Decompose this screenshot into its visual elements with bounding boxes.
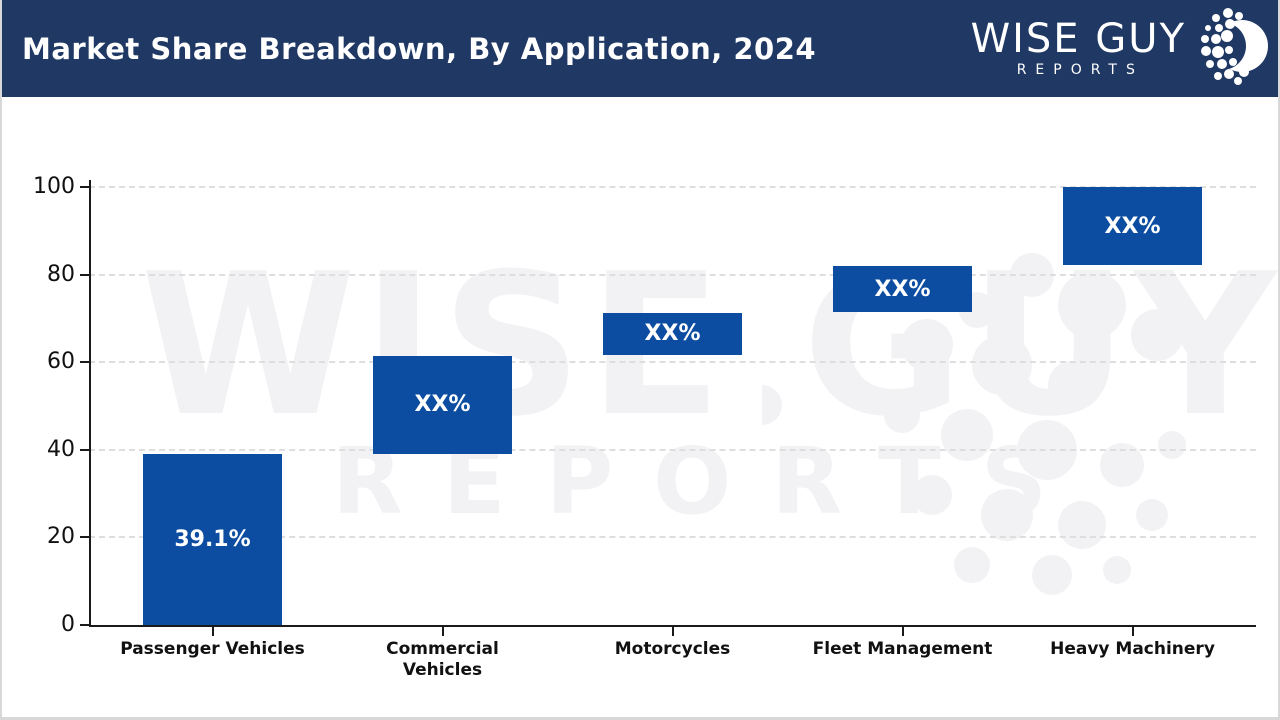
bar-motorcycles: XX% — [603, 312, 742, 356]
y-tick-label-100: 100 — [33, 174, 75, 199]
y-tick-label-0: 0 — [61, 612, 75, 637]
x-tick-0 — [211, 627, 214, 636]
bar-heavy-machinery: XX% — [1063, 187, 1202, 266]
x-tick-3 — [901, 627, 904, 636]
y-axis-spine — [89, 180, 91, 627]
bar-value-label: 39.1% — [174, 526, 251, 552]
x-tick-2 — [671, 627, 674, 636]
bar-value-label: XX% — [414, 392, 471, 418]
x-category-label: Fleet Management — [812, 639, 993, 659]
gridline-100 — [89, 186, 1256, 188]
x-axis-spine — [89, 625, 1256, 627]
wiseguy-head-icon — [1198, 7, 1268, 85]
y-tick-label-40: 40 — [47, 436, 75, 462]
logo-brand-name: WISE GUY — [970, 16, 1186, 62]
page-title: Market Share Breakdown, By Application, … — [22, 31, 817, 66]
x-tick-4 — [1131, 627, 1134, 636]
y-tick-label-60: 60 — [47, 349, 75, 375]
wiseguy-logo: WISE GUY REPORTS — [971, 6, 1268, 92]
y-tick-20 — [80, 536, 89, 539]
gridline-20 — [89, 536, 1256, 539]
x-category-label: Motorcycles — [614, 639, 731, 659]
gridline-60 — [89, 361, 1256, 364]
watermark-head-icon — [762, 253, 1186, 595]
x-category-label: Passenger Vehicles — [120, 639, 305, 659]
y-tick-60 — [80, 361, 89, 364]
y-tick-label-80: 80 — [47, 261, 75, 287]
bar-value-label: XX% — [644, 321, 701, 347]
logo-brand-sub: REPORTS — [1016, 62, 1144, 78]
bar-value-label: XX% — [874, 276, 931, 302]
y-tick-100 — [80, 186, 89, 188]
x-category-label: Heavy Machinery — [1050, 639, 1215, 659]
x-category-label: Commercial Vehicles — [386, 639, 499, 681]
bar-passenger-vehicles: 39.1% — [143, 453, 282, 625]
bar-commercial-vehicles: XX% — [373, 355, 512, 454]
gridline-80 — [89, 273, 1256, 276]
header-band: Market Share Breakdown, By Application, … — [2, 0, 1278, 97]
wiseguy-logo-text: WISE GUY REPORTS — [971, 19, 1186, 78]
y-tick-0 — [80, 624, 89, 626]
x-tick-1 — [441, 627, 444, 636]
bar-fleet-management: XX% — [833, 265, 972, 313]
y-tick-80 — [80, 273, 89, 276]
bar-value-label: XX% — [1104, 213, 1161, 239]
y-tick-label-20: 20 — [47, 524, 75, 550]
gridline-40 — [89, 448, 1256, 451]
y-tick-40 — [80, 448, 89, 451]
